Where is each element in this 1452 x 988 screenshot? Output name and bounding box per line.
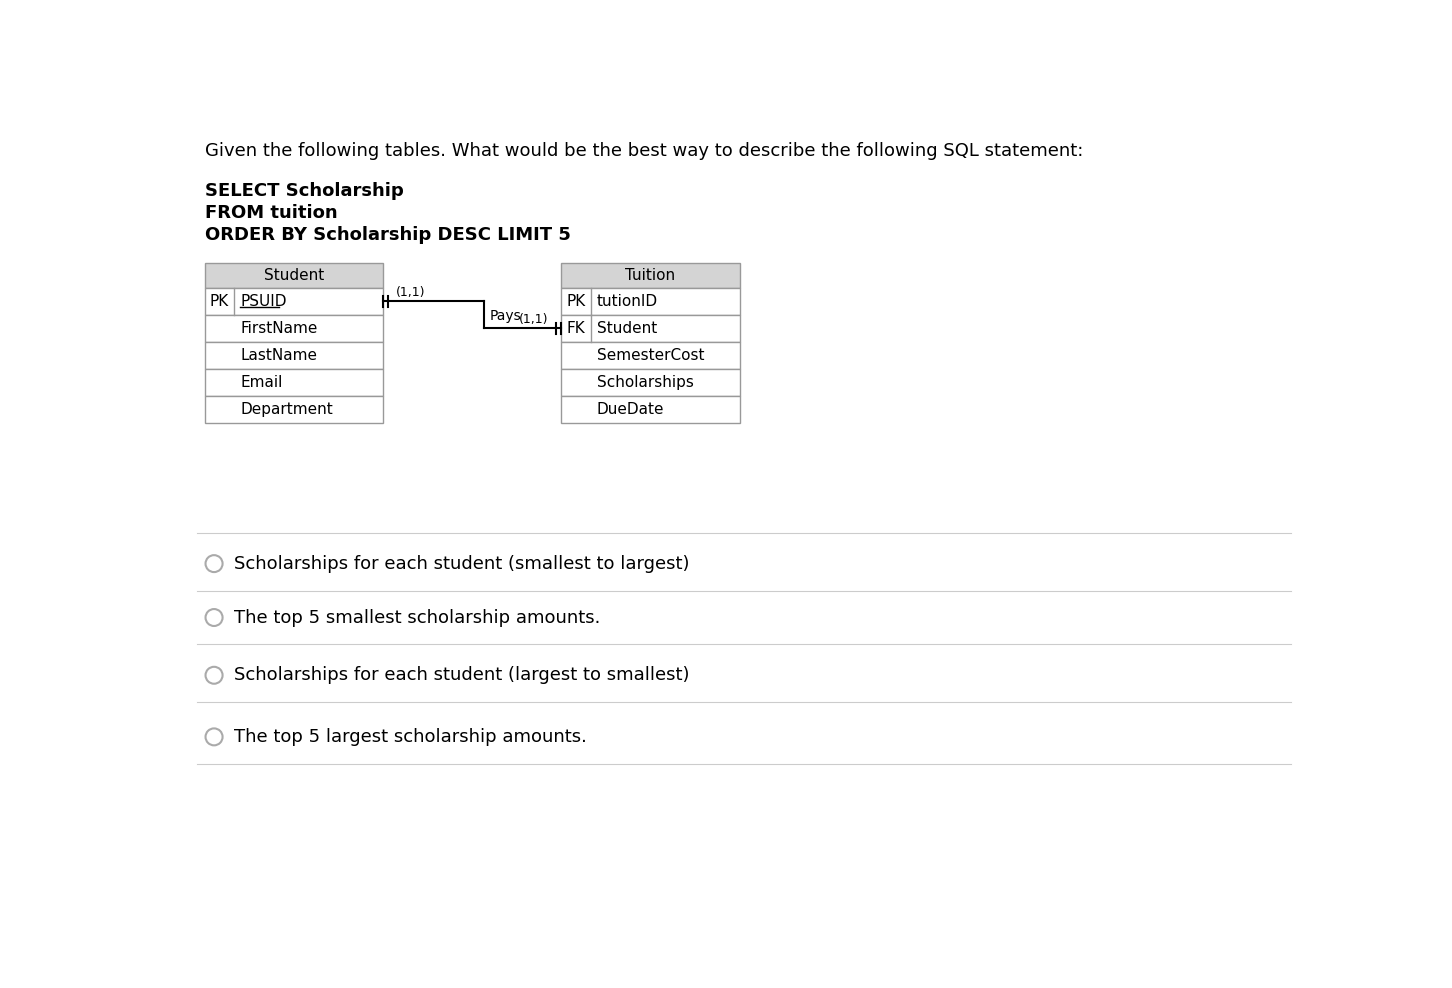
Text: Scholarships for each student (smallest to largest): Scholarships for each student (smallest … <box>234 554 690 573</box>
Circle shape <box>206 667 222 684</box>
Circle shape <box>206 728 222 745</box>
Text: LastName: LastName <box>241 348 318 363</box>
Text: SemesterCost: SemesterCost <box>597 348 704 363</box>
Text: FirstName: FirstName <box>241 321 318 336</box>
Text: Scholarships: Scholarships <box>597 374 694 390</box>
Text: ORDER BY Scholarship DESC LIMIT 5: ORDER BY Scholarship DESC LIMIT 5 <box>205 225 571 244</box>
Bar <box>205 315 383 342</box>
Text: FK: FK <box>566 321 585 336</box>
Text: tutionID: tutionID <box>597 294 658 309</box>
Text: PK: PK <box>566 294 585 309</box>
Bar <box>205 342 383 369</box>
Text: SELECT Scholarship: SELECT Scholarship <box>205 183 404 201</box>
Bar <box>562 369 739 396</box>
Bar <box>205 396 383 423</box>
Text: Scholarships for each student (largest to smallest): Scholarships for each student (largest t… <box>234 666 690 685</box>
Text: Given the following tables. What would be the best way to describe the following: Given the following tables. What would b… <box>205 141 1083 160</box>
Text: (1,1): (1,1) <box>395 287 425 299</box>
Bar <box>562 264 739 288</box>
Text: FROM tuition: FROM tuition <box>205 205 337 222</box>
Text: Pays: Pays <box>489 309 521 323</box>
Text: Student: Student <box>264 268 324 284</box>
Text: Student: Student <box>597 321 658 336</box>
Bar <box>562 396 739 423</box>
Text: PSUID: PSUID <box>241 294 287 309</box>
Text: Tuition: Tuition <box>626 268 675 284</box>
Circle shape <box>206 555 222 572</box>
Circle shape <box>206 609 222 626</box>
Text: The top 5 largest scholarship amounts.: The top 5 largest scholarship amounts. <box>234 728 587 746</box>
Text: DueDate: DueDate <box>597 402 665 417</box>
Bar <box>562 288 739 315</box>
Bar <box>205 264 383 288</box>
Text: (1,1): (1,1) <box>520 313 549 326</box>
Text: Department: Department <box>241 402 333 417</box>
Bar <box>562 342 739 369</box>
Text: The top 5 smallest scholarship amounts.: The top 5 smallest scholarship amounts. <box>234 609 601 626</box>
Text: Email: Email <box>241 374 283 390</box>
Bar <box>562 315 739 342</box>
Text: PK: PK <box>211 294 229 309</box>
Bar <box>205 288 383 315</box>
Bar <box>205 369 383 396</box>
